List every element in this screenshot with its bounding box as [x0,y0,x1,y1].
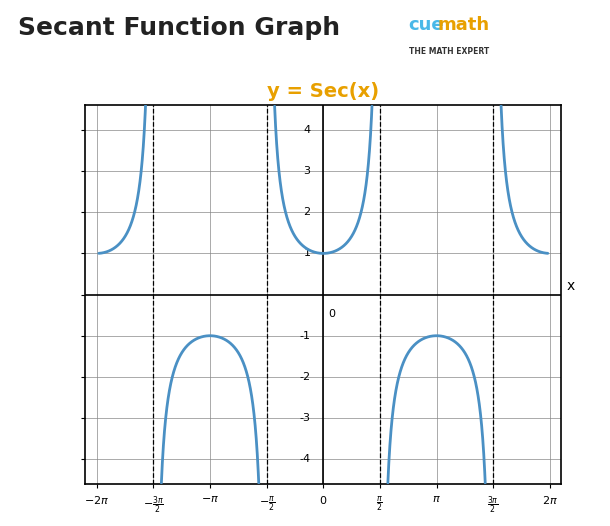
Title: y = Sec(x): y = Sec(x) [267,82,379,101]
Text: x: x [567,278,575,292]
Text: $-\frac{3\pi}{2}$: $-\frac{3\pi}{2}$ [143,494,164,515]
Text: $\frac{3\pi}{2}$: $\frac{3\pi}{2}$ [487,494,499,515]
Text: -3: -3 [300,413,310,423]
Text: $-\pi$: $-\pi$ [201,494,219,504]
Text: $\pi$: $\pi$ [432,494,441,504]
Text: 1: 1 [304,248,310,258]
Text: math: math [438,16,490,34]
Text: -4: -4 [300,454,310,464]
Text: THE MATH EXPERT: THE MATH EXPERT [409,47,489,56]
Text: -1: -1 [300,331,310,341]
Text: -2: -2 [300,372,310,382]
Text: 2: 2 [304,207,310,217]
Text: $0$: $0$ [319,494,328,506]
Text: cue: cue [409,16,444,34]
Text: $-\frac{\pi}{2}$: $-\frac{\pi}{2}$ [259,494,275,513]
Text: 0: 0 [329,309,336,319]
Text: $\frac{\pi}{2}$: $\frac{\pi}{2}$ [376,494,384,513]
Text: $2\pi$: $2\pi$ [542,494,558,506]
Text: 4: 4 [304,125,310,135]
Text: Secant Function Graph: Secant Function Graph [18,16,340,40]
Text: 3: 3 [304,166,310,176]
Text: $-2\pi$: $-2\pi$ [84,494,109,506]
